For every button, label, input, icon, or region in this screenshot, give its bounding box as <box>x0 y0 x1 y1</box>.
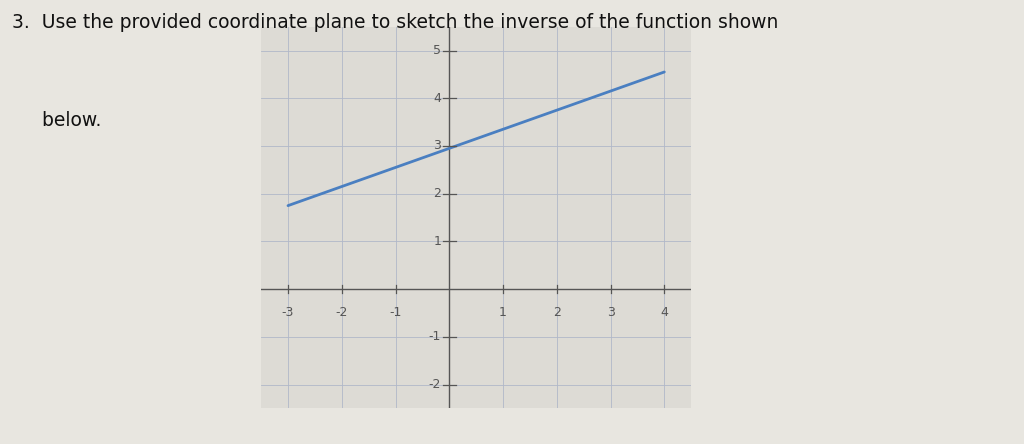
Text: -1: -1 <box>389 306 401 319</box>
Text: -1: -1 <box>429 330 441 343</box>
Text: 4: 4 <box>433 92 441 105</box>
Text: 3.  Use the provided coordinate plane to sketch the inverse of the function show: 3. Use the provided coordinate plane to … <box>12 13 778 32</box>
Text: -3: -3 <box>282 306 294 319</box>
Text: -2: -2 <box>336 306 348 319</box>
Text: below.: below. <box>12 111 101 130</box>
Text: 2: 2 <box>433 187 441 200</box>
Text: 1: 1 <box>499 306 507 319</box>
Text: -2: -2 <box>429 378 441 391</box>
Text: 3: 3 <box>606 306 614 319</box>
Text: 2: 2 <box>553 306 561 319</box>
Text: 3: 3 <box>433 139 441 152</box>
Text: 5: 5 <box>433 44 441 57</box>
Text: 1: 1 <box>433 235 441 248</box>
Text: 4: 4 <box>660 306 669 319</box>
